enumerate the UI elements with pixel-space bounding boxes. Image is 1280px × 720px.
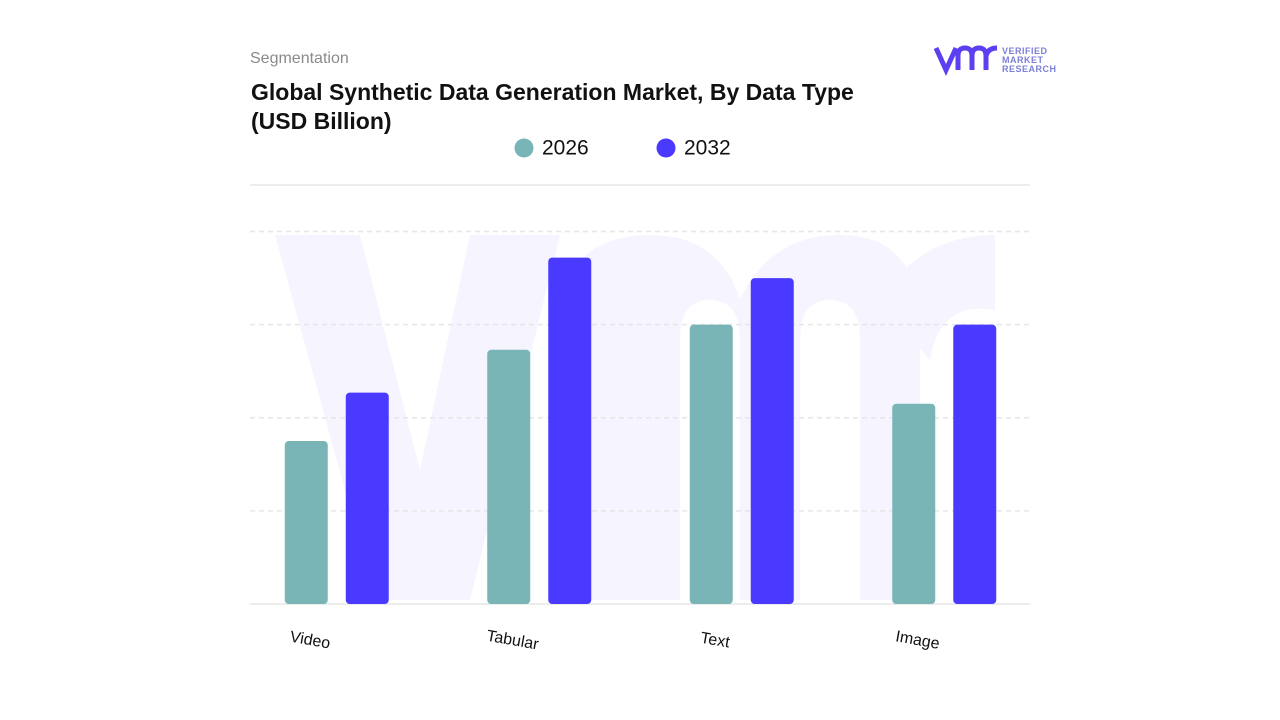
legend-label: 2032 (684, 137, 731, 160)
logo-text: RESEARCH (1002, 64, 1057, 74)
bar (750, 278, 794, 604)
bar (689, 324, 733, 604)
bar (284, 441, 328, 604)
logo-text: MARKET (1002, 55, 1044, 65)
bar (487, 349, 531, 604)
legend-marker (514, 138, 534, 158)
legend-marker (656, 138, 676, 158)
chart-title: Global Synthetic Data Generation Market,… (251, 79, 854, 134)
logo: VERIFIED MARKET RESEARCH (933, 45, 1057, 77)
bar (345, 392, 389, 604)
x-tick-label: Video (289, 629, 332, 653)
x-tick-label: Tabular (485, 628, 540, 654)
bar (953, 324, 997, 604)
logo-text: VERIFIED (1002, 46, 1048, 56)
x-tick-label: Image (894, 628, 941, 652)
bar (548, 257, 592, 604)
legend-label: 2026 (542, 137, 589, 160)
bar (892, 403, 936, 604)
section-label: Segmentation (250, 50, 349, 67)
x-tick-label: Text (699, 630, 731, 652)
